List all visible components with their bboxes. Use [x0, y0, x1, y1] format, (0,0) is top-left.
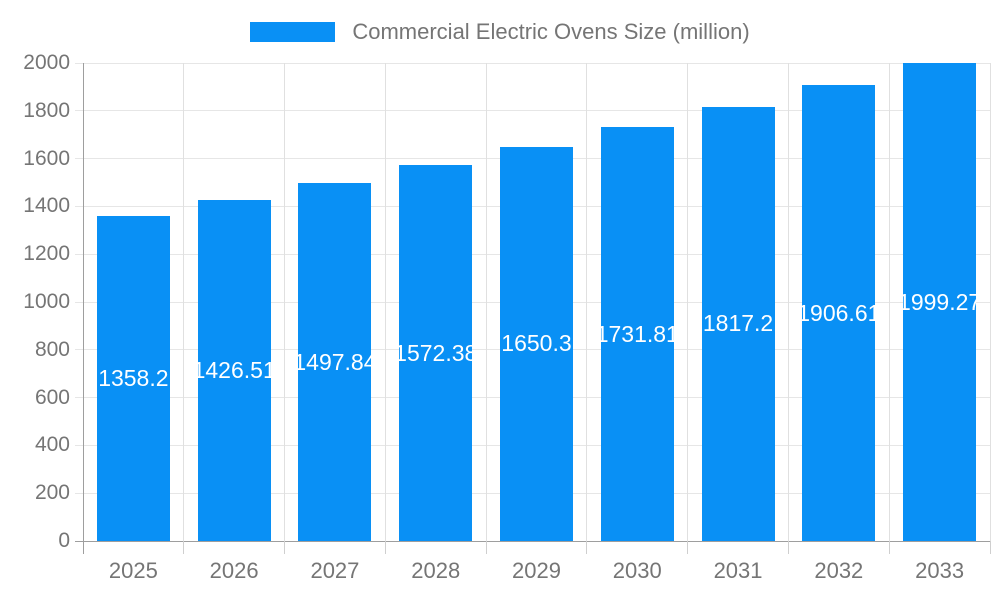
bar-2031[interactable]: 1817.2 [701, 106, 775, 541]
bar-2025[interactable]: 1358.2 [96, 216, 170, 541]
x-axis-tick [989, 541, 991, 554]
x-tick-label: 2026 [209, 558, 259, 583]
x-tick-label: 2028 [411, 558, 461, 583]
legend[interactable]: Commercial Electric Ovens Size (million) [0, 18, 1000, 46]
x-tick-label: 2031 [713, 558, 763, 583]
x-axis-tick [787, 541, 789, 554]
v-gridline [485, 63, 487, 541]
x-axis-tick [183, 541, 185, 554]
y-tick-label: 200 [34, 481, 70, 505]
legend-swatch-icon [250, 22, 336, 42]
bar-value-label: 1426.51 [197, 357, 271, 384]
y-tick-label: 600 [34, 385, 70, 409]
y-tick-label: 1400 [23, 194, 70, 218]
bar-value-label: 1906.61 [802, 299, 876, 326]
x-tick-label: 2032 [814, 558, 864, 583]
bar-2029[interactable]: 1650.3 [499, 146, 574, 541]
bar-2028[interactable]: 1572.38 [399, 165, 473, 541]
x-axis-tick [485, 541, 487, 554]
y-tick-label: 0 [58, 529, 70, 552]
x-axis-tick [687, 541, 689, 554]
bar-value-label: 1650.3 [501, 330, 572, 357]
bar-value-label: 1731.81 [600, 320, 674, 347]
x-tick-label: 2029 [512, 558, 561, 583]
x-axis-tick [888, 541, 890, 554]
y-tick-label: 1200 [23, 242, 70, 266]
x-axis-line [75, 540, 990, 542]
v-gridline [384, 63, 386, 541]
y-tick-label: 400 [34, 433, 70, 457]
bar-value-label: 1817.2 [702, 310, 774, 337]
x-tick-label: 2027 [310, 558, 360, 583]
bar-2026[interactable]: 1426.51 [197, 200, 271, 541]
v-gridline [888, 63, 890, 541]
bar-value-label: 1497.84 [298, 348, 372, 375]
bar-2027[interactable]: 1497.84 [298, 183, 372, 541]
x-axis-tick [586, 541, 588, 554]
y-tick-label: 800 [34, 337, 70, 361]
bar-value-label: 1572.38 [399, 339, 473, 366]
bar-value-label: 1999.27 [903, 288, 977, 315]
v-gridline [787, 63, 789, 541]
x-tick-label: 2033 [915, 558, 965, 583]
x-tick-label: 2030 [612, 558, 662, 583]
x-axis-tick [284, 541, 286, 554]
y-axis-line [82, 63, 84, 541]
v-gridline [183, 63, 185, 541]
x-axis-tick [82, 541, 84, 554]
bar-2032[interactable]: 1906.61 [802, 85, 876, 541]
legend-label: Commercial Electric Ovens Size (million) [352, 19, 750, 44]
bar-2033[interactable]: 1999.27 [903, 63, 977, 541]
plot-area: 1358.2 1426.51 1497.84 1572.38 1650.3 1731.81… [75, 62, 991, 554]
y-gridline [75, 62, 990, 64]
y-tick-label: 1800 [23, 98, 70, 122]
bar-2030[interactable]: 1731.81 [600, 127, 674, 541]
y-tick-label: 1600 [23, 146, 70, 170]
v-gridline [586, 63, 588, 541]
y-tick-label: 1000 [23, 290, 70, 313]
y-gridline [75, 110, 990, 112]
x-tick-label: 2025 [108, 558, 158, 583]
x-axis-tick [384, 541, 386, 554]
v-gridline [284, 63, 286, 541]
v-gridline [989, 63, 991, 541]
y-tick-label: 2000 [23, 51, 70, 74]
bar-value-label: 1358.2 [98, 365, 169, 392]
v-gridline [687, 63, 689, 541]
